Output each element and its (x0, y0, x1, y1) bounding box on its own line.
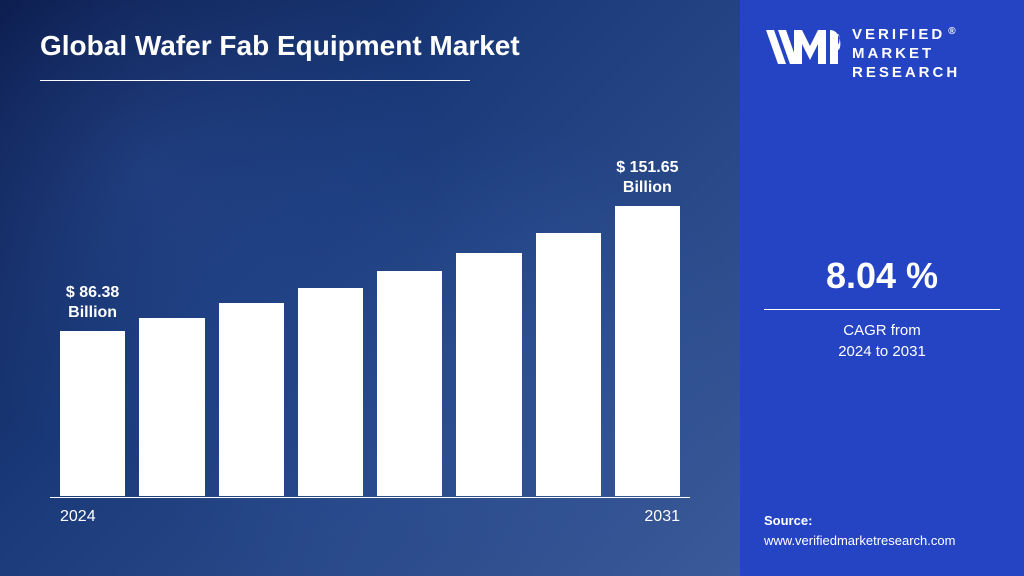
x-label-end: 2031 (644, 508, 680, 526)
cagr-underline (764, 309, 1000, 310)
logo: VERIFIED® MARKET RESEARCH (764, 26, 1000, 82)
registered-mark: ® (948, 26, 958, 37)
source-block: Source: www.verifiedmarketresearch.com (764, 511, 955, 550)
bar (60, 331, 125, 496)
chart-panel: Global Wafer Fab Equipment Market $ 86.3… (0, 0, 740, 576)
last-bar-label: $ 151.65Billion (616, 158, 678, 198)
bar (536, 233, 601, 496)
bars-container: $ 86.38Billion $ 151.65Billion (60, 156, 680, 496)
bar (219, 303, 284, 496)
vmr-logo-icon (764, 26, 842, 70)
bar-wrap (456, 253, 521, 496)
logo-line2: MARKET (852, 45, 934, 62)
info-panel: VERIFIED® MARKET RESEARCH 8.04 % CAGR fr… (740, 0, 1024, 576)
bar-wrap: $ 151.65Billion (615, 206, 680, 496)
bar-wrap (219, 303, 284, 496)
bar-wrap (139, 318, 204, 496)
logo-line1: VERIFIED (852, 26, 945, 43)
cagr-block: 8.04 % CAGR from 2024 to 2031 (764, 255, 1000, 362)
bar (139, 318, 204, 496)
chart-title: Global Wafer Fab Equipment Market (40, 30, 700, 62)
bar (456, 253, 521, 496)
logo-line3: RESEARCH (852, 64, 960, 81)
cagr-caption: CAGR from 2024 to 2031 (764, 320, 1000, 362)
bar-wrap (298, 288, 363, 496)
title-underline (40, 80, 470, 81)
first-bar-label: $ 86.38Billion (66, 283, 119, 323)
bar-wrap: $ 86.38Billion (60, 331, 125, 496)
x-axis-labels: 2024 2031 (60, 508, 680, 526)
source-label: Source: (764, 511, 955, 531)
cagr-caption-line2: 2024 to 2031 (838, 343, 926, 360)
bar (377, 271, 442, 496)
x-axis-line (50, 497, 690, 498)
source-url: www.verifiedmarketresearch.com (764, 531, 955, 551)
bar (615, 206, 680, 496)
bar-chart: $ 86.38Billion $ 151.65Billion 2024 2031 (60, 156, 680, 526)
x-label-start: 2024 (60, 508, 96, 526)
bar-wrap (536, 233, 601, 496)
cagr-caption-line1: CAGR from (843, 322, 921, 339)
cagr-value: 8.04 % (764, 255, 1000, 297)
logo-text: VERIFIED® MARKET RESEARCH (852, 26, 960, 82)
bar-wrap (377, 271, 442, 496)
bar (298, 288, 363, 496)
